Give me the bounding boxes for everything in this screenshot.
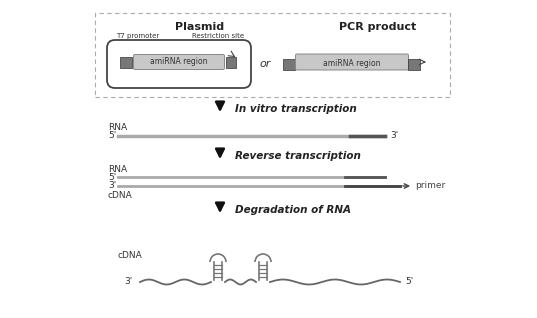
Text: RNA: RNA	[108, 164, 127, 174]
Text: T7 promoter: T7 promoter	[117, 33, 159, 39]
FancyBboxPatch shape	[95, 13, 450, 97]
Text: 3': 3'	[108, 182, 116, 190]
Text: Restriction site: Restriction site	[192, 33, 244, 39]
FancyBboxPatch shape	[226, 57, 236, 68]
Text: amiRNA region: amiRNA region	[323, 59, 381, 68]
Text: 3': 3'	[390, 132, 398, 141]
Text: 3': 3'	[125, 278, 133, 287]
FancyBboxPatch shape	[283, 59, 295, 70]
FancyBboxPatch shape	[120, 57, 132, 68]
Text: In vitro transcription: In vitro transcription	[235, 104, 357, 114]
Text: cDNA: cDNA	[108, 191, 133, 201]
Text: 5': 5'	[405, 278, 413, 287]
Text: PCR product: PCR product	[339, 22, 417, 32]
Text: Plasmid: Plasmid	[176, 22, 224, 32]
Text: Degradation of RNA: Degradation of RNA	[235, 205, 351, 215]
Text: primer: primer	[415, 182, 445, 190]
FancyBboxPatch shape	[107, 40, 251, 88]
Text: 5': 5'	[108, 132, 116, 141]
Text: 5': 5'	[108, 172, 116, 182]
Text: Reverse transcription: Reverse transcription	[235, 151, 361, 161]
Text: cDNA: cDNA	[118, 251, 143, 259]
FancyBboxPatch shape	[295, 54, 409, 70]
Text: RNA: RNA	[108, 122, 127, 132]
Text: or: or	[259, 59, 271, 69]
FancyBboxPatch shape	[408, 59, 420, 70]
FancyBboxPatch shape	[134, 54, 224, 70]
Text: amiRNA region: amiRNA region	[150, 58, 208, 66]
